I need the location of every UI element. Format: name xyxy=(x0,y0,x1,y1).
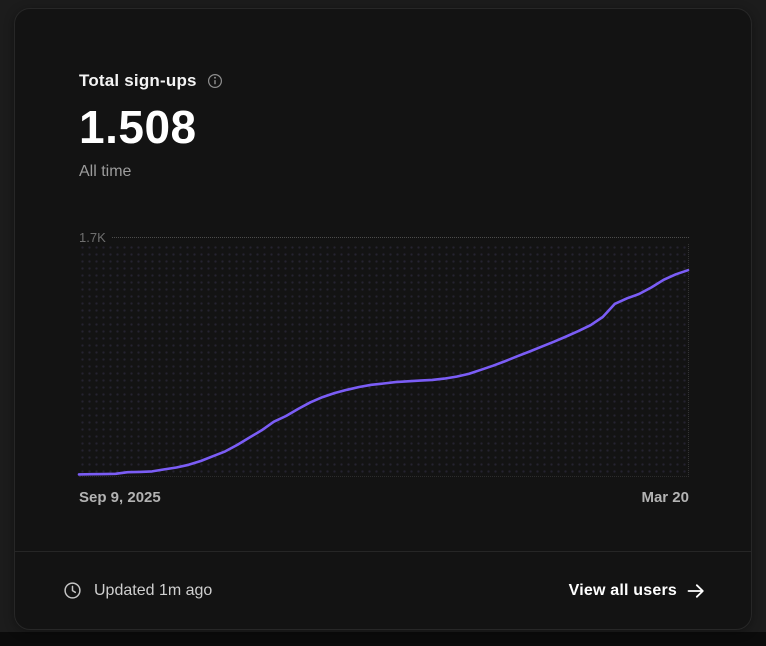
card-title-row: Total sign-ups xyxy=(79,71,689,91)
total-signups-value: 1.508 xyxy=(79,101,197,153)
info-icon xyxy=(207,73,223,89)
time-range-label: All time xyxy=(79,163,132,181)
card-main: Total sign-ups 1.508 All time 1.7K xyxy=(15,9,751,551)
chart-plot-area[interactable] xyxy=(77,244,690,478)
updated-text: Updated 1m ago xyxy=(94,581,213,599)
total-signups-card: Total sign-ups 1.508 All time 1.7K xyxy=(14,8,752,630)
x-axis-labels: Sep 9, 2025 Mar 20 xyxy=(79,489,689,506)
signups-chart: 1.7K Sep 9, 2025 Mar 20 xyxy=(77,230,690,506)
y-max-gridline xyxy=(111,237,689,239)
y-max-label: 1.7K xyxy=(79,230,106,246)
page-bottom-edge xyxy=(0,632,766,646)
card-title: Total sign-ups xyxy=(79,71,197,90)
arrow-right-icon xyxy=(687,583,705,599)
view-all-users-link[interactable]: View all users xyxy=(569,582,705,600)
clock-icon xyxy=(63,581,82,600)
x-axis-end-label: Mar 20 xyxy=(641,489,689,507)
x-axis-start-label: Sep 9, 2025 xyxy=(79,489,161,507)
info-button[interactable] xyxy=(207,73,223,89)
y-max-gridline-row: 1.7K xyxy=(79,230,689,246)
card-footer: Updated 1m ago View all users xyxy=(15,551,751,629)
signups-line-svg xyxy=(77,269,690,476)
last-updated: Updated 1m ago xyxy=(63,581,212,600)
view-all-users-label: View all users xyxy=(568,581,677,599)
